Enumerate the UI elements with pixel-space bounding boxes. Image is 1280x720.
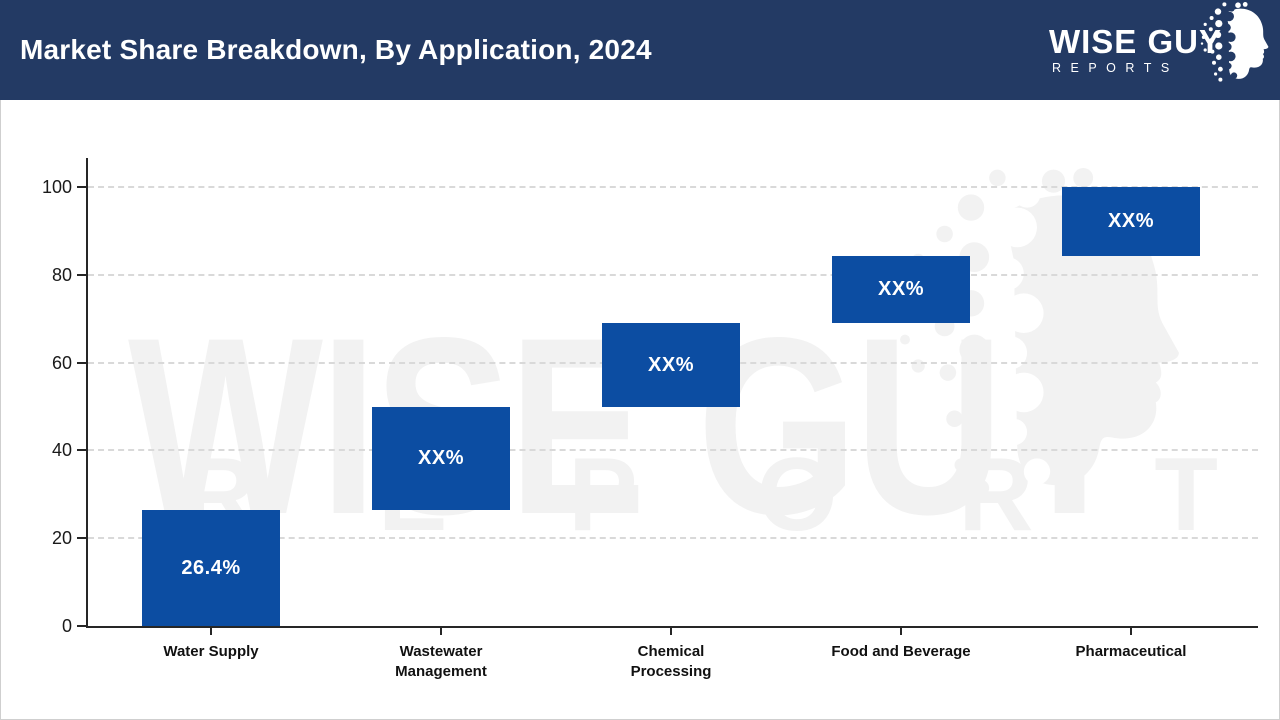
y-tick-mark — [77, 625, 86, 627]
bar-value-label: XX% — [878, 278, 924, 301]
y-tick-mark — [77, 361, 86, 364]
y-tick-label: 40 — [51, 440, 72, 461]
bar-food-and-beverage: XX% — [832, 256, 970, 324]
header-bar: Market Share Breakdown, By Application, … — [0, 0, 1280, 100]
x-tick-mark — [670, 628, 672, 635]
bar-wastewater-management: XX% — [372, 407, 510, 511]
gridline-80 — [88, 273, 1258, 276]
y-tick-label: 20 — [51, 528, 72, 549]
bar-chemical-processing: XX% — [602, 323, 740, 408]
bar-value-label: XX% — [418, 447, 464, 470]
x-tick-mark — [210, 628, 212, 635]
y-tick-label: 60 — [51, 352, 72, 373]
x-tick-mark — [1130, 628, 1132, 635]
x-tick-mark — [900, 628, 902, 635]
y-tick-label: 100 — [41, 177, 72, 197]
bar-value-label: XX% — [1108, 210, 1154, 233]
logo-wordmark-sub: REPORTS — [1051, 61, 1179, 75]
chart-title: Market Share Breakdown, By Application, … — [20, 34, 652, 65]
logo-wordmark-main: WISE GUY — [1048, 23, 1222, 60]
bar-pharmaceutical: XX% — [1062, 187, 1200, 257]
x-tick-mark — [440, 628, 442, 635]
wise-guy-logo: WISE GUY REPORTS — [1049, 0, 1274, 100]
bar-value-label: 26.4% — [181, 556, 241, 579]
y-axis-line — [86, 158, 88, 628]
bar-water-supply: 26.4% — [142, 510, 280, 626]
y-tick-mark — [77, 449, 86, 452]
category-label-wastewater-management: Wastewater Management — [395, 643, 487, 680]
logo-wordmark: WISE GUY REPORTS — [1048, 23, 1222, 76]
logo-face-icon — [1194, 1, 1274, 103]
category-label-chemical-processing: Chemical Processing — [630, 643, 712, 680]
watermark-face-icon — [872, 168, 1202, 569]
gridline-100 — [88, 186, 1258, 188]
y-tick-mark — [77, 537, 86, 540]
category-label-water-supply: Water Supply — [163, 643, 259, 660]
y-tick-label: 80 — [51, 264, 72, 285]
y-tick-label: 0 — [61, 616, 72, 636]
gridline-40 — [88, 449, 1258, 452]
x-axis-line — [86, 626, 1258, 628]
bar-value-label: XX% — [648, 353, 694, 376]
gridline-20 — [88, 537, 1258, 540]
y-tick-mark — [77, 186, 86, 188]
category-label-food-and-beverage: Food and Beverage — [831, 643, 971, 660]
y-tick-mark — [77, 273, 86, 276]
category-label-pharmaceutical: Pharmaceutical — [1075, 643, 1187, 660]
